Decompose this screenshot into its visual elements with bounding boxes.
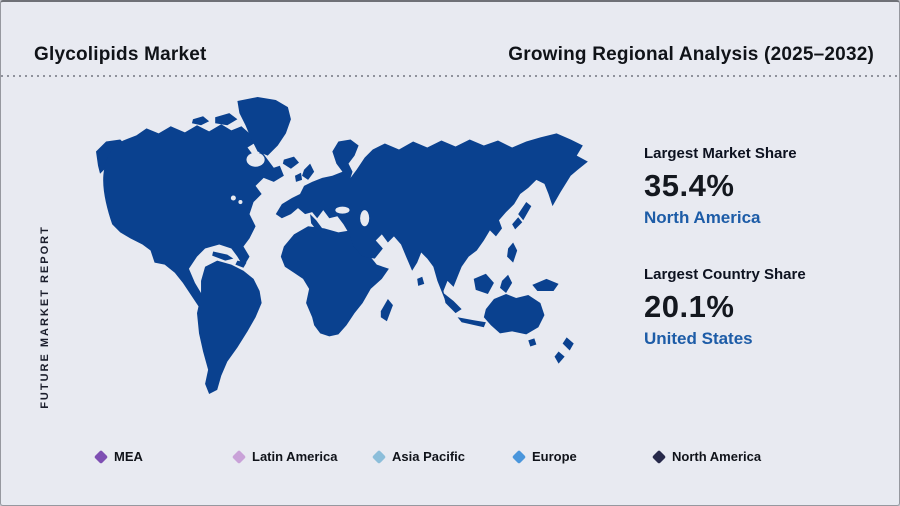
brand-watermark: FUTURE MARKET REPORT <box>39 225 51 409</box>
map-legend: MEA Latin America Asia Pacific Europe No… <box>1 449 899 467</box>
dotted-divider <box>1 75 899 77</box>
legend-label: Latin America <box>252 449 338 464</box>
page-title: Glycolipids Market <box>34 44 207 65</box>
world-map <box>96 95 601 398</box>
legend-item-north-america: North America <box>651 449 762 464</box>
legend-item-mea: MEA <box>93 449 143 464</box>
legend-dot-icon <box>93 449 109 464</box>
legend-item-europe: Europe <box>511 449 577 464</box>
stat-label: Largest Market Share <box>644 145 797 162</box>
stat-value: 20.1% <box>644 289 735 324</box>
legend-label: Asia Pacific <box>392 449 465 464</box>
legend-dot-icon <box>511 449 527 464</box>
stat-value: 35.4% <box>644 168 735 203</box>
water-cutouts <box>230 152 370 227</box>
legend-label: MEA <box>114 449 143 464</box>
stat-country-share: Largest Country Share 20.1% United State… <box>644 266 894 349</box>
legend-dot-icon <box>231 449 247 464</box>
landmasses <box>96 97 588 394</box>
stat-region: North America <box>644 208 761 227</box>
stat-market-share: Largest Market Share 35.4% North America <box>644 145 894 228</box>
world-map-svg <box>96 97 588 394</box>
stat-label: Largest Country Share <box>644 266 806 283</box>
stat-region: United States <box>644 329 753 348</box>
subtitle: Growing Regional Analysis (2025–2032) <box>508 44 874 65</box>
legend-dot-icon <box>651 449 667 464</box>
legend-label: Europe <box>532 449 577 464</box>
legend-item-asia-pacific: Asia Pacific <box>371 449 465 464</box>
legend-item-latin-america: Latin America <box>231 449 338 464</box>
legend-label: North America <box>672 449 762 464</box>
legend-dot-icon <box>371 449 387 464</box>
